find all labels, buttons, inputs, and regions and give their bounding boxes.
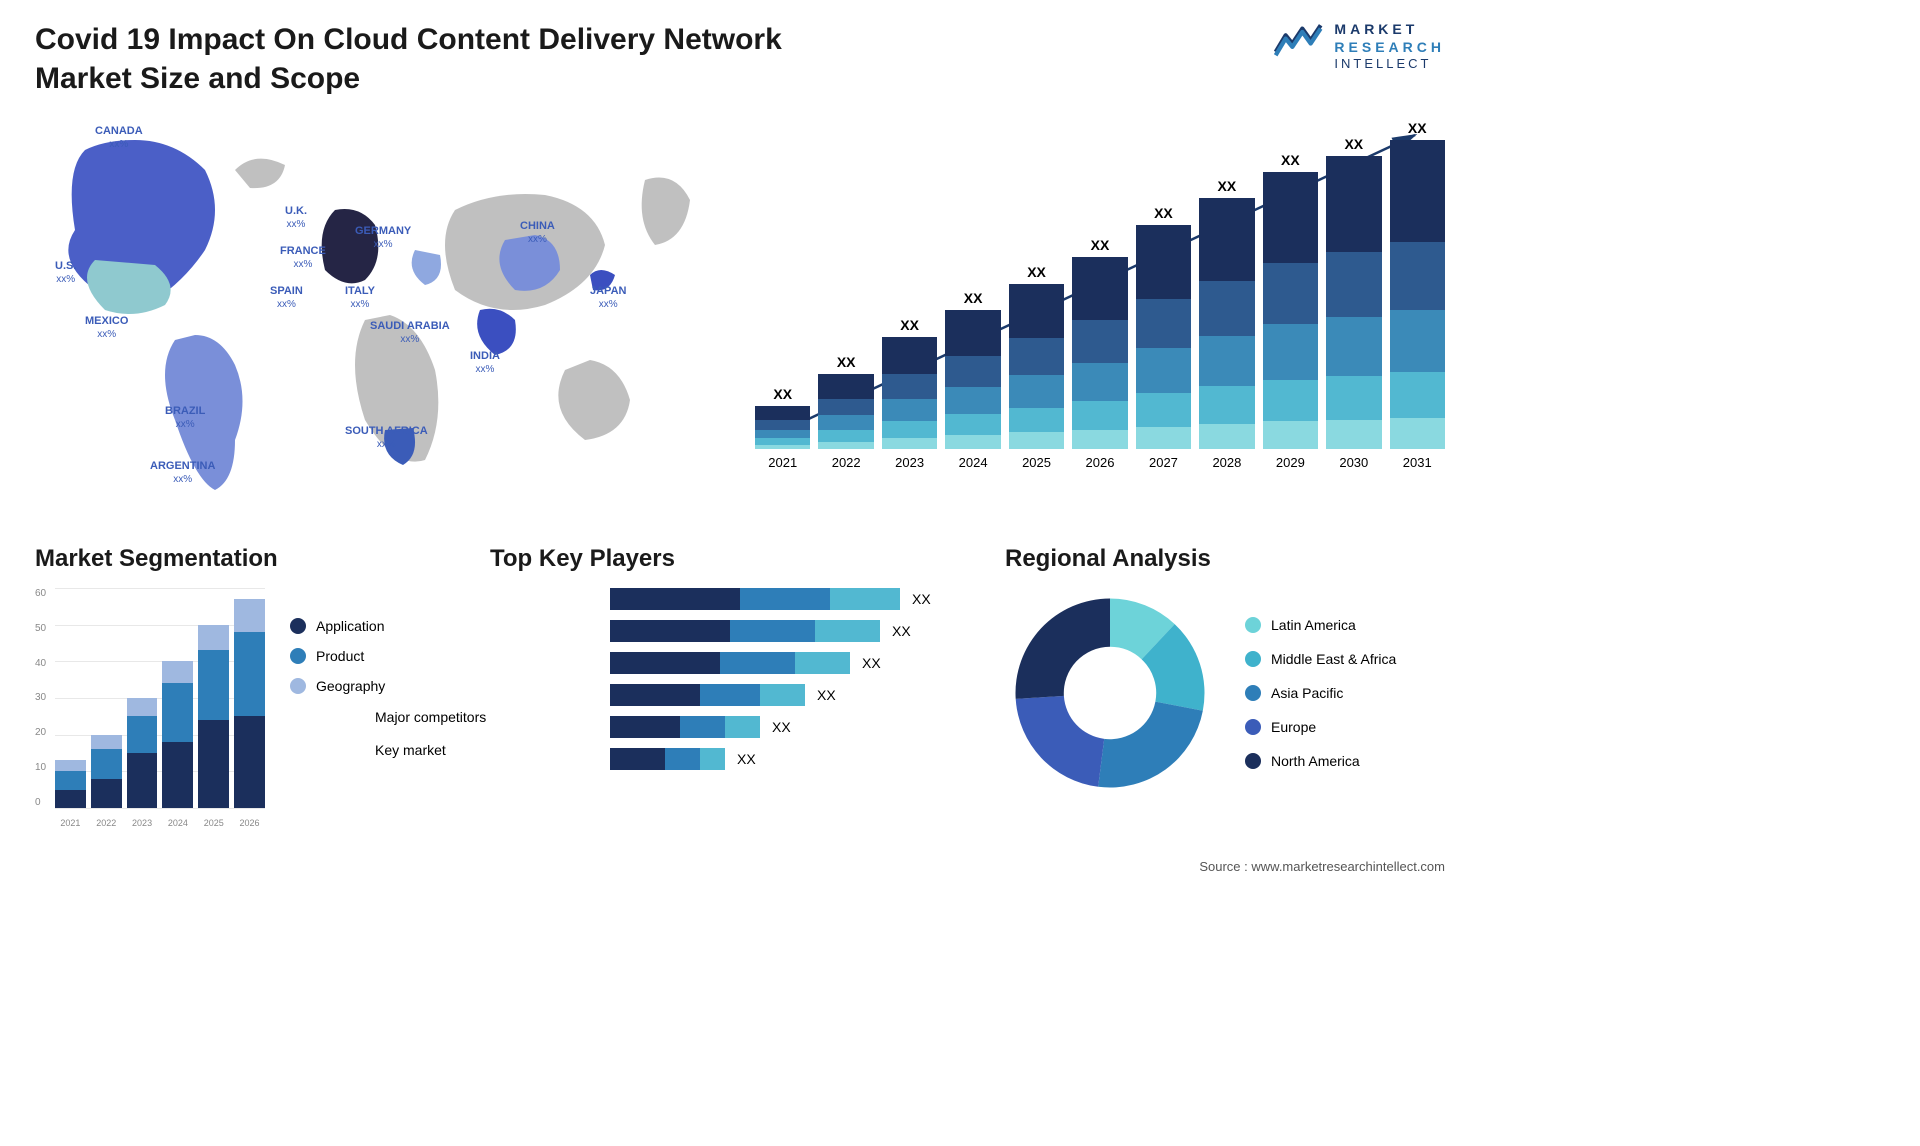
growth-bar-2021: XX 2021	[755, 386, 810, 470]
regional-donut	[1005, 588, 1215, 798]
logo-icon	[1274, 20, 1324, 58]
growth-bar-2031: XX 2031	[1390, 120, 1445, 470]
map-label-us: U.S.xx%	[55, 260, 76, 286]
logo-line3: INTELLECT	[1334, 56, 1445, 73]
kp-value: XX	[912, 591, 931, 607]
logo: MARKET RESEARCH INTELLECT	[1274, 20, 1445, 98]
growth-year-label: 2026	[1086, 455, 1115, 470]
growth-bar-2030: XX 2030	[1326, 136, 1381, 470]
kp-row-2: XX	[610, 652, 960, 674]
growth-year-label: 2021	[768, 455, 797, 470]
growth-value-label: XX	[773, 386, 792, 402]
growth-value-label: XX	[1091, 237, 1110, 253]
region-legend-item: Latin America	[1245, 617, 1396, 633]
growth-chart: XX 2021 XX 2022 XX 2023 XX 2024 XX 2025 XX 2026 XX 20…	[755, 120, 1445, 500]
map-label-france: FRANCExx%	[280, 245, 326, 271]
map-label-brazil: BRAZILxx%	[165, 405, 205, 431]
seg-bar-2026	[234, 599, 265, 808]
map-label-mexico: MEXICOxx%	[85, 315, 128, 341]
seg-bar-2021	[55, 760, 86, 808]
growth-value-label: XX	[837, 354, 856, 370]
logo-line2: RESEARCH	[1334, 38, 1445, 56]
kp-label: Key market	[375, 734, 605, 768]
kp-value: XX	[862, 655, 881, 671]
regional-legend: Latin America Middle East & Africa Asia Pa…	[1245, 617, 1396, 769]
kp-row-4: XX	[610, 716, 960, 738]
growth-year-label: 2030	[1339, 455, 1368, 470]
legend-item: Geography	[290, 678, 385, 694]
map-label-japan: JAPANxx%	[590, 285, 626, 311]
map-label-saudiarabia: SAUDI ARABIAxx%	[370, 320, 450, 346]
keyplayers-title: Top Key Players	[490, 545, 960, 573]
keyplayers-chart: Major competitorsKey market XXXXXXXXXXXX	[490, 588, 960, 770]
growth-bar-2024: XX 2024	[945, 290, 1000, 470]
kp-row-5: XX	[610, 748, 960, 770]
region-legend-item: Asia Pacific	[1245, 685, 1396, 701]
segmentation-legend: Application Product Geography	[290, 588, 385, 828]
page-title: Covid 19 Impact On Cloud Content Deliver…	[35, 20, 785, 98]
map-label-spain: SPAINxx%	[270, 285, 303, 311]
legend-item: Application	[290, 618, 385, 634]
growth-value-label: XX	[900, 317, 919, 333]
kp-value: XX	[772, 719, 791, 735]
growth-year-label: 2028	[1212, 455, 1241, 470]
growth-bar-2025: XX 2025	[1009, 264, 1064, 470]
region-legend-item: Europe	[1245, 719, 1396, 735]
seg-bar-2024	[162, 661, 193, 808]
seg-bar-2022	[91, 735, 122, 808]
segmentation-title: Market Segmentation	[35, 545, 465, 573]
map-label-southafrica: SOUTH AFRICAxx%	[345, 425, 428, 451]
map-label-germany: GERMANYxx%	[355, 225, 411, 251]
map-label-uk: U.K.xx%	[285, 205, 307, 231]
growth-year-label: 2027	[1149, 455, 1178, 470]
logo-line1: MARKET	[1334, 20, 1445, 38]
kp-value: XX	[892, 623, 911, 639]
donut-seg-europe	[1016, 696, 1105, 787]
growth-year-label: 2024	[959, 455, 988, 470]
source-text: Source : www.marketresearchintellect.com	[1199, 859, 1445, 874]
growth-year-label: 2025	[1022, 455, 1051, 470]
growth-value-label: XX	[1154, 205, 1173, 221]
map-label-canada: CANADAxx%	[95, 125, 143, 151]
growth-value-label: XX	[1027, 264, 1046, 280]
map-label-argentina: ARGENTINAxx%	[150, 460, 215, 486]
kp-row-3: XX	[610, 684, 960, 706]
regional-title: Regional Analysis	[1005, 545, 1445, 573]
growth-bar-2022: XX 2022	[818, 354, 873, 470]
growth-year-label: 2031	[1403, 455, 1432, 470]
growth-bar-2023: XX 2023	[882, 317, 937, 470]
growth-year-label: 2022	[832, 455, 861, 470]
world-map: CANADAxx% U.S.xx% MEXICOxx% BRAZILxx% ARGENT…	[35, 110, 705, 510]
map-label-india: INDIAxx%	[470, 350, 500, 376]
seg-bar-2025	[198, 625, 229, 808]
segmentation-section: Market Segmentation 6050403020100 202120…	[35, 545, 465, 828]
map-label-italy: ITALYxx%	[345, 285, 375, 311]
kp-row-1: XX	[610, 620, 960, 642]
region-legend-item: North America	[1245, 753, 1396, 769]
growth-year-label: 2023	[895, 455, 924, 470]
growth-year-label: 2029	[1276, 455, 1305, 470]
growth-value-label: XX	[1344, 136, 1363, 152]
regional-section: Regional Analysis Latin America Middle Ea…	[1005, 545, 1445, 798]
map-label-china: CHINAxx%	[520, 220, 555, 246]
region-legend-item: Middle East & Africa	[1245, 651, 1396, 667]
keyplayers-section: Top Key Players Major competitorsKey mar…	[490, 545, 960, 770]
growth-value-label: XX	[1408, 120, 1427, 136]
seg-bar-2023	[127, 698, 158, 808]
legend-item: Product	[290, 648, 385, 664]
kp-value: XX	[817, 687, 836, 703]
growth-value-label: XX	[1218, 178, 1237, 194]
growth-value-label: XX	[1281, 152, 1300, 168]
kp-value: XX	[737, 751, 756, 767]
donut-seg-northamerica	[1016, 599, 1111, 699]
segmentation-chart: 6050403020100 202120222023202420252026	[35, 588, 265, 828]
kp-row-0: XX	[610, 588, 960, 610]
donut-seg-asiapacific	[1098, 702, 1203, 788]
growth-bar-2028: XX 2028	[1199, 178, 1254, 470]
growth-bar-2026: XX 2026	[1072, 237, 1127, 470]
growth-bar-2029: XX 2029	[1263, 152, 1318, 470]
growth-value-label: XX	[964, 290, 983, 306]
growth-bar-2027: XX 2027	[1136, 205, 1191, 470]
kp-label: Major competitors	[375, 701, 605, 735]
